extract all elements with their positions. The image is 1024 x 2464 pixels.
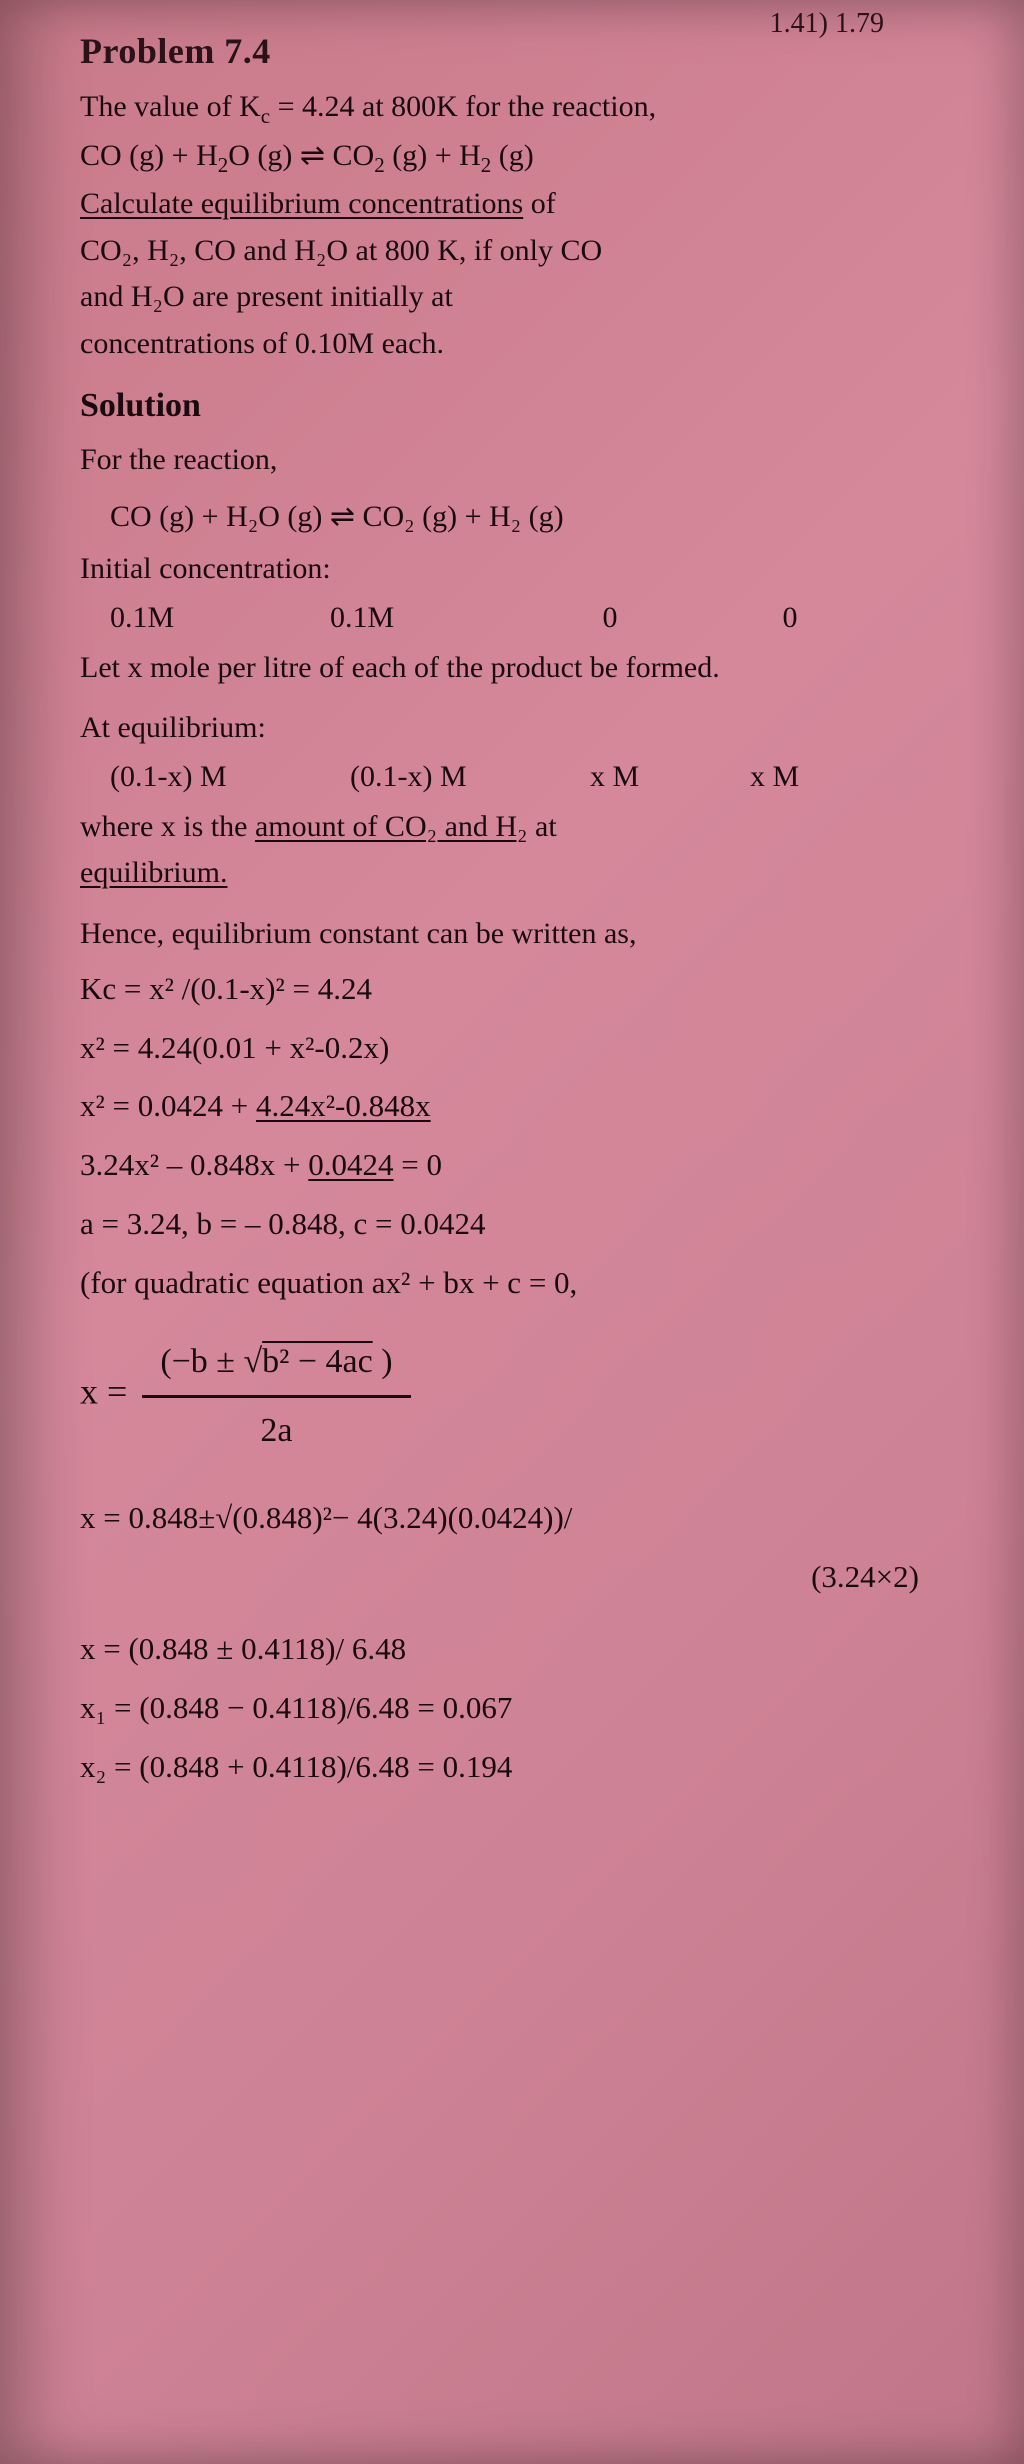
num-a: (−b ± √: [160, 1343, 262, 1380]
rxn-end: (g): [491, 139, 533, 172]
eq-3: x M: [750, 760, 850, 794]
eq-kc: Kc = x² /(0.1-x)² = 4.24: [80, 963, 979, 1016]
eq-x2val: x₂ = (0.848 + 0.4118)/6.48 = 0.194: [80, 1741, 979, 1794]
eq-subst-denom: (3.24×2): [80, 1551, 979, 1604]
where-2: at: [528, 810, 557, 843]
stmt-part1: The value of K: [80, 90, 261, 123]
calc-line: Calculate equilibrium concentrations: [80, 187, 523, 220]
init-3: 0: [730, 601, 850, 635]
calc-of: of: [523, 187, 556, 220]
eq-abc: a = 3.24, b = – 0.848, c = 0.0424: [80, 1198, 979, 1251]
init-0: 0.1M: [110, 601, 270, 635]
rxn-mid2: (g) + H: [385, 139, 481, 172]
let-line: Let x mole per litre of each of the prod…: [80, 645, 979, 692]
x-equals: x =: [80, 1372, 136, 1412]
eq-expand: x² = 0.0424 + 4.24x²-0.848x: [80, 1080, 979, 1133]
eq-1: (0.1-x) M: [350, 760, 530, 794]
where-line: where x is the amount of CO₂ and H₂ at e…: [80, 804, 979, 897]
eq-rearranged: 3.24x² – 0.848x + 0.0424 = 0: [80, 1139, 979, 1192]
num-b: ): [373, 1343, 393, 1380]
eq-2: x M: [590, 760, 690, 794]
where-1: where x is the: [80, 810, 255, 843]
solution-heading: Solution: [80, 387, 979, 425]
equilibrium-word: equilibrium.: [80, 856, 227, 889]
species-line2: and H₂O are present initially at: [80, 280, 453, 313]
sqrt-content: b² − 4ac: [262, 1343, 373, 1380]
for-reaction: For the reaction,: [80, 437, 979, 484]
eq-row: (0.1-x) M (0.1-x) M x M x M: [80, 760, 979, 794]
eq-0: (0.1-x) M: [110, 760, 290, 794]
init-2: 0: [550, 601, 670, 635]
eq-x1: x₁ = (0.848 − 0.4118)/6.48 = 0.067: [80, 1682, 979, 1735]
h2o-sub: 2: [218, 153, 229, 177]
problem-number-text: Problem 7.4: [80, 30, 271, 72]
problem-statement: The value of Kc = 4.24 at 800K for the r…: [80, 84, 979, 367]
eq-x2: x² = 4.24(0.01 + x²-0.2x): [80, 1022, 979, 1075]
rxn-mid: O (g) ⇌ CO: [228, 139, 374, 172]
eq4c: = 0: [394, 1147, 442, 1182]
eq4b: 0.0424: [308, 1147, 393, 1182]
eq-subst: x = 0.848±√(0.848)²− 4(3.24)(0.0424))/: [80, 1492, 979, 1545]
init-1: 0.1M: [330, 601, 490, 635]
eq3a: x² = 0.0424 +: [80, 1088, 256, 1123]
rxn-lhs: CO (g) + H: [80, 139, 218, 172]
initial-label: Initial concentration:: [80, 546, 979, 593]
frac-num: (−b ± √b² − 4ac ): [142, 1329, 410, 1398]
h2-sub: 2: [481, 153, 492, 177]
eq8a: x = 0.848±√(0.848)²− 4(3.24)(0.0424))/: [80, 1500, 572, 1535]
species-line: CO₂, H₂, CO and H₂O at 800 K, if only CO: [80, 234, 602, 267]
kc-sub: c: [261, 104, 270, 128]
initial-row: 0.1M 0.1M 0 0: [80, 601, 979, 635]
textbook-page: 1.41) 1.79 Problem 7.4 The value of Kc =…: [0, 0, 1024, 2464]
top-fragment: 1.41) 1.79: [770, 8, 884, 40]
at-eq-label: At equilibrium:: [80, 705, 979, 752]
co2-sub: 2: [374, 153, 385, 177]
stmt-part1b: = 4.24 at 800K for the reaction,: [270, 90, 656, 123]
eq3b: 4.24x²-0.848x: [256, 1088, 431, 1123]
where-amount: amount of CO₂ and H₂: [255, 810, 528, 843]
frac-den: 2a: [142, 1398, 410, 1464]
reaction-eq: CO (g) + H₂O (g) ⇌ CO₂ (g) + H₂ (g): [80, 494, 979, 541]
fraction: (−b ± √b² − 4ac ) 2a: [142, 1329, 410, 1464]
hence-line: Hence, equilibrium constant can be writt…: [80, 911, 979, 958]
eq4a: 3.24x² – 0.848x +: [80, 1147, 308, 1182]
eq-xpm: x = (0.848 ± 0.4118)/ 6.48: [80, 1623, 979, 1676]
eq-quad-note: (for quadratic equation ax² + bx + c = 0…: [80, 1257, 979, 1310]
conc-line: concentrations of 0.10M each.: [80, 327, 444, 360]
quadratic-formula: x = (−b ± √b² − 4ac ) 2a: [80, 1329, 979, 1464]
